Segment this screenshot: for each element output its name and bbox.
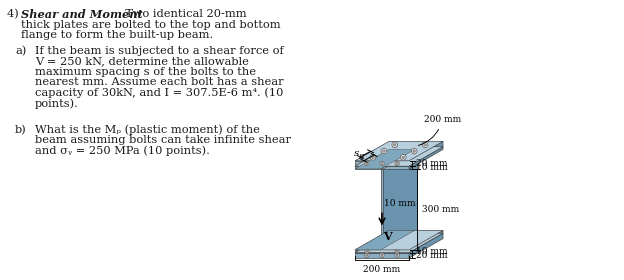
Text: capacity of 30kN, and I = 307.5E-6 m⁴. (10: capacity of 30kN, and I = 307.5E-6 m⁴. (…: [35, 88, 283, 98]
Circle shape: [381, 162, 383, 164]
Circle shape: [381, 254, 383, 256]
Text: 10 mm: 10 mm: [416, 163, 448, 172]
Circle shape: [396, 250, 398, 252]
Text: What is the Mₚ (plastic moment) of the: What is the Mₚ (plastic moment) of the: [35, 125, 260, 135]
Circle shape: [394, 144, 396, 146]
Text: b): b): [15, 125, 27, 135]
Circle shape: [411, 148, 417, 154]
Polygon shape: [409, 147, 443, 169]
Circle shape: [380, 253, 384, 258]
Circle shape: [402, 156, 404, 158]
Circle shape: [366, 250, 368, 252]
Polygon shape: [355, 230, 415, 250]
Text: 300 mm: 300 mm: [422, 205, 459, 214]
Circle shape: [365, 249, 369, 253]
Text: 10 mm: 10 mm: [416, 247, 448, 256]
Circle shape: [424, 144, 426, 146]
Circle shape: [422, 142, 428, 148]
Circle shape: [396, 254, 398, 256]
Circle shape: [395, 249, 399, 253]
Polygon shape: [409, 141, 443, 166]
Polygon shape: [355, 166, 409, 169]
Circle shape: [413, 150, 416, 152]
Polygon shape: [355, 233, 443, 253]
Polygon shape: [381, 150, 417, 169]
Text: 200 mm: 200 mm: [418, 115, 461, 146]
Text: s: s: [354, 149, 359, 158]
Text: s: s: [359, 152, 364, 161]
Polygon shape: [355, 230, 443, 250]
Circle shape: [380, 161, 384, 166]
Text: 20 mm: 20 mm: [416, 251, 448, 260]
Text: flange to form the built-up beam.: flange to form the built-up beam.: [21, 30, 213, 40]
Polygon shape: [409, 230, 443, 253]
Polygon shape: [355, 161, 409, 166]
Polygon shape: [355, 150, 415, 169]
Text: If the beam is subjected to a shear force of: If the beam is subjected to a shear forc…: [35, 46, 284, 56]
Circle shape: [395, 253, 399, 258]
Text: nearest mm. Assume each bolt has a shear: nearest mm. Assume each bolt has a shear: [35, 77, 284, 87]
Text: 20 mm: 20 mm: [416, 159, 448, 168]
Circle shape: [372, 156, 374, 158]
Circle shape: [396, 162, 398, 164]
Text: a): a): [15, 46, 26, 56]
Polygon shape: [355, 250, 409, 253]
Text: thick plates are bolted to the top and bottom: thick plates are bolted to the top and b…: [21, 20, 281, 29]
Text: and σᵧ = 250 MPa (10 points).: and σᵧ = 250 MPa (10 points).: [35, 146, 210, 156]
Text: V: V: [383, 232, 392, 242]
Circle shape: [364, 253, 369, 258]
Polygon shape: [383, 150, 417, 250]
Text: 4): 4): [7, 9, 22, 19]
Circle shape: [395, 161, 399, 166]
Circle shape: [392, 142, 397, 148]
Text: Shear and Moment: Shear and Moment: [21, 9, 143, 20]
Text: beam assuming bolts can take infinite shear: beam assuming bolts can take infinite sh…: [35, 135, 291, 145]
Circle shape: [401, 155, 406, 160]
Circle shape: [364, 161, 369, 166]
Polygon shape: [381, 169, 383, 250]
Text: 10 mm: 10 mm: [384, 199, 416, 208]
Polygon shape: [355, 147, 443, 166]
Circle shape: [366, 162, 368, 164]
Circle shape: [366, 254, 368, 256]
Text: maximum spacing s of the bolts to the: maximum spacing s of the bolts to the: [35, 67, 256, 77]
Polygon shape: [355, 253, 409, 258]
Text: : Two identical 20-mm: : Two identical 20-mm: [118, 9, 246, 19]
Text: V = 250 kN, determine the allowable: V = 250 kN, determine the allowable: [35, 56, 249, 66]
Polygon shape: [409, 233, 443, 258]
Circle shape: [383, 150, 385, 152]
Text: points).: points).: [35, 98, 79, 109]
Polygon shape: [355, 141, 443, 161]
Circle shape: [370, 155, 376, 160]
Text: 200 mm: 200 mm: [363, 265, 401, 274]
Circle shape: [381, 148, 387, 154]
